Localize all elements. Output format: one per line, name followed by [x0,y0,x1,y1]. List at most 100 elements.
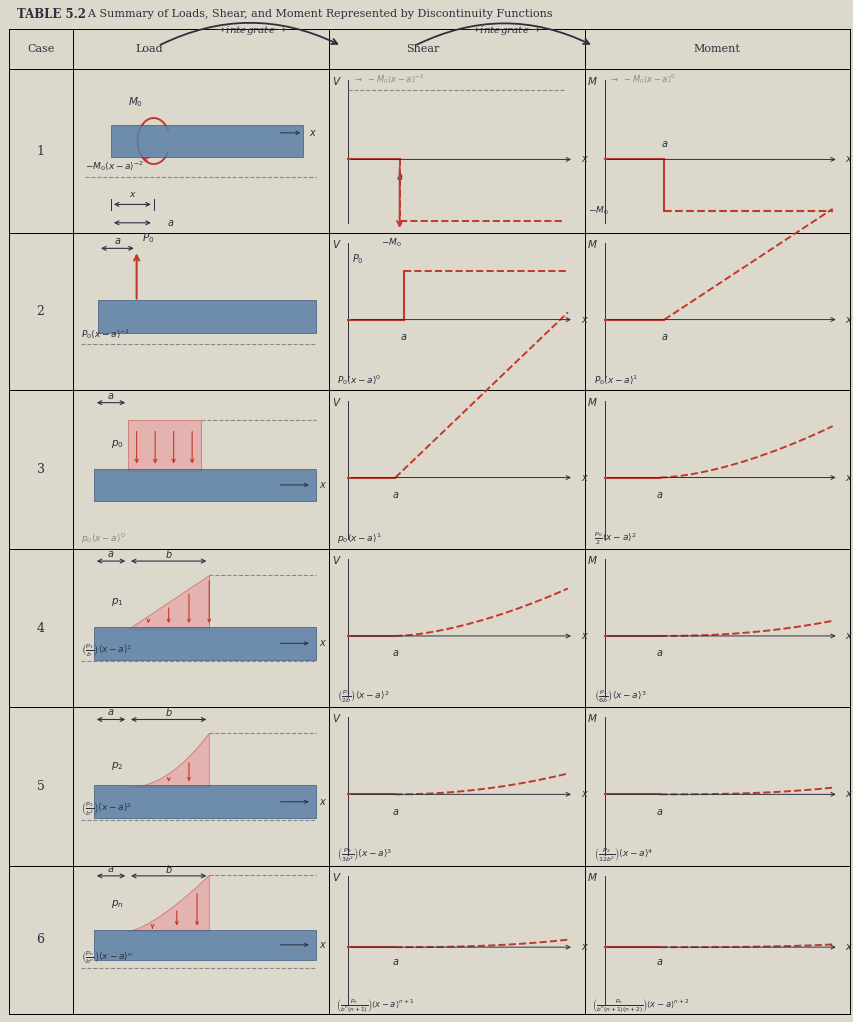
Text: $a$: $a$ [107,707,114,717]
Text: 2: 2 [37,306,44,318]
Text: $M$: $M$ [587,871,597,883]
Text: $\left(\frac{p_n}{b^n}\right)\langle x-a\rangle^{n}$: $\left(\frac{p_n}{b^n}\right)\langle x-a… [81,949,133,966]
Text: $p_1$: $p_1$ [111,597,124,608]
Text: $a$: $a$ [392,490,398,500]
Polygon shape [128,574,209,629]
Text: $V$: $V$ [332,396,341,408]
Text: $x$: $x$ [580,631,588,641]
Text: $a$: $a$ [392,806,398,817]
Text: $x$: $x$ [844,472,852,482]
Text: $x$: $x$ [580,942,588,953]
Text: $a$: $a$ [107,549,114,559]
Text: $V$: $V$ [332,238,341,250]
Text: $x$: $x$ [580,789,588,799]
Text: $P_0$: $P_0$ [351,252,363,267]
Text: $M_0$: $M_0$ [128,95,143,109]
Text: $a$: $a$ [656,490,663,500]
Text: $\rightarrow\ -M_0\langle x-a\rangle^{0}$: $\rightarrow\ -M_0\langle x-a\rangle^{0}… [608,73,675,87]
Text: $M$: $M$ [587,396,597,408]
Text: Load: Load [136,44,163,54]
Polygon shape [128,734,209,787]
Text: $a$: $a$ [392,958,398,968]
Text: $\rightarrow$integrate$\rightarrow$: $\rightarrow$integrate$\rightarrow$ [467,25,540,37]
Bar [94,468,316,501]
Text: $x$: $x$ [844,315,852,325]
Text: $b$: $b$ [165,706,172,718]
Bar [94,785,316,818]
Text: $a$: $a$ [107,864,114,874]
Text: $\left(\frac{p_n}{b^n(n+1)}\right)\langle x-a\rangle^{n+1}$: $\left(\frac{p_n}{b^n(n+1)}\right)\langl… [335,996,414,1015]
Text: $a$: $a$ [660,139,667,149]
Text: $V$: $V$ [332,554,341,566]
Bar [128,419,200,470]
Text: $p_2$: $p_2$ [111,760,124,772]
Text: A Summary of Loads, Shear, and Moment Represented by Discontinuity Functions: A Summary of Loads, Shear, and Moment Re… [81,9,552,19]
Text: $\left(\frac{p_2}{12b^2}\right)\langle x-a\rangle^{4}$: $\left(\frac{p_2}{12b^2}\right)\langle x… [593,846,653,865]
Text: $x$: $x$ [318,940,326,949]
Bar [94,626,316,660]
Text: Moment: Moment [693,44,740,54]
Text: $-M_0\langle x-a\rangle^{-2}$: $-M_0\langle x-a\rangle^{-2}$ [85,159,144,174]
Text: $M$: $M$ [587,238,597,250]
Text: Case: Case [26,44,55,54]
Text: $V$: $V$ [332,712,341,725]
Text: $x$: $x$ [318,480,326,490]
Text: $p_0\langle x-a\rangle^{1}$: $p_0\langle x-a\rangle^{1}$ [337,531,381,546]
Text: 4: 4 [37,621,44,635]
Text: $M$: $M$ [587,712,597,725]
Text: $\frac{p_0}{2}\langle x-a\rangle^{2}$: $\frac{p_0}{2}\langle x-a\rangle^{2}$ [593,530,635,547]
Text: $a$: $a$ [113,236,121,246]
Text: $p_0$: $p_0$ [111,438,124,450]
Text: $\left(\frac{p_1}{b}\right)\langle x-a\rangle^{1}$: $\left(\frac{p_1}{b}\right)\langle x-a\r… [81,643,132,659]
Text: 3: 3 [37,463,44,476]
Text: $\rightarrow\ -M_0\langle x-a\rangle^{-1}$: $\rightarrow\ -M_0\langle x-a\rangle^{-1… [352,73,424,87]
Text: $x$: $x$ [318,797,326,806]
Text: $\left(\frac{p_n}{b^n(n+1)(n+2)}\right)\langle x-a\rangle^{n+2}$: $\left(\frac{p_n}{b^n(n+1)(n+2)}\right)\… [591,996,688,1015]
Text: $x$: $x$ [129,190,136,198]
Text: $x$: $x$ [844,631,852,641]
Text: $\left(\frac{p_2}{b^2}\right)\langle x-a\rangle^{2}$: $\left(\frac{p_2}{b^2}\right)\langle x-a… [81,800,132,819]
Text: $P_0\langle x-a\rangle^{0}$: $P_0\langle x-a\rangle^{0}$ [337,373,381,387]
Text: $M$: $M$ [587,554,597,566]
Text: $p_0\langle x-a\rangle^{0}$: $p_0\langle x-a\rangle^{0}$ [81,531,125,546]
Text: $a$: $a$ [392,648,398,658]
Text: $b$: $b$ [165,548,172,560]
Text: $x$: $x$ [844,789,852,799]
Text: $a$: $a$ [396,172,403,182]
Text: $x$: $x$ [580,315,588,325]
Text: 5: 5 [37,780,44,793]
Text: $a$: $a$ [656,806,663,817]
Text: $V$: $V$ [332,871,341,883]
Text: 6: 6 [37,933,44,946]
Text: $-M_0$: $-M_0$ [588,204,608,217]
Text: $V$: $V$ [332,75,341,87]
Text: $a$: $a$ [656,648,663,658]
Text: $\left(\frac{p_1}{2b}\right)\langle x-a\rangle^{2}$: $\left(\frac{p_1}{2b}\right)\langle x-a\… [337,689,389,705]
Text: $x$: $x$ [318,639,326,648]
Text: $x$: $x$ [580,154,588,165]
Text: $a$: $a$ [660,332,667,341]
Text: $\left(\frac{p_2}{3b^2}\right)\langle x-a\rangle^{3}$: $\left(\frac{p_2}{3b^2}\right)\langle x-… [337,846,392,865]
Text: $a$: $a$ [107,390,114,401]
Text: $P_0\langle x-a\rangle^{-1}$: $P_0\langle x-a\rangle^{-1}$ [81,327,131,341]
Text: $\rightarrow$integrate$\rightarrow$: $\rightarrow$integrate$\rightarrow$ [213,25,286,37]
Text: 1: 1 [37,145,44,157]
Bar [94,930,316,961]
Text: $b$: $b$ [165,863,172,875]
Text: $p_n$: $p_n$ [111,898,124,910]
Text: $x$: $x$ [844,154,852,165]
Text: TABLE 5.2: TABLE 5.2 [17,8,86,20]
Bar [98,300,316,333]
Text: $P_0$: $P_0$ [142,231,154,245]
Text: $a$: $a$ [400,332,407,341]
Bar [111,125,303,157]
Text: $M$: $M$ [587,75,597,87]
Text: $P_0\langle x-a\rangle^{1}$: $P_0\langle x-a\rangle^{1}$ [593,373,637,387]
Polygon shape [128,875,209,932]
Text: $a$: $a$ [166,218,174,228]
Text: $a$: $a$ [656,958,663,968]
Text: $x$: $x$ [580,472,588,482]
Text: $-M_0$: $-M_0$ [380,236,401,248]
Text: Shear: Shear [405,44,439,54]
Text: $x$: $x$ [309,128,316,138]
